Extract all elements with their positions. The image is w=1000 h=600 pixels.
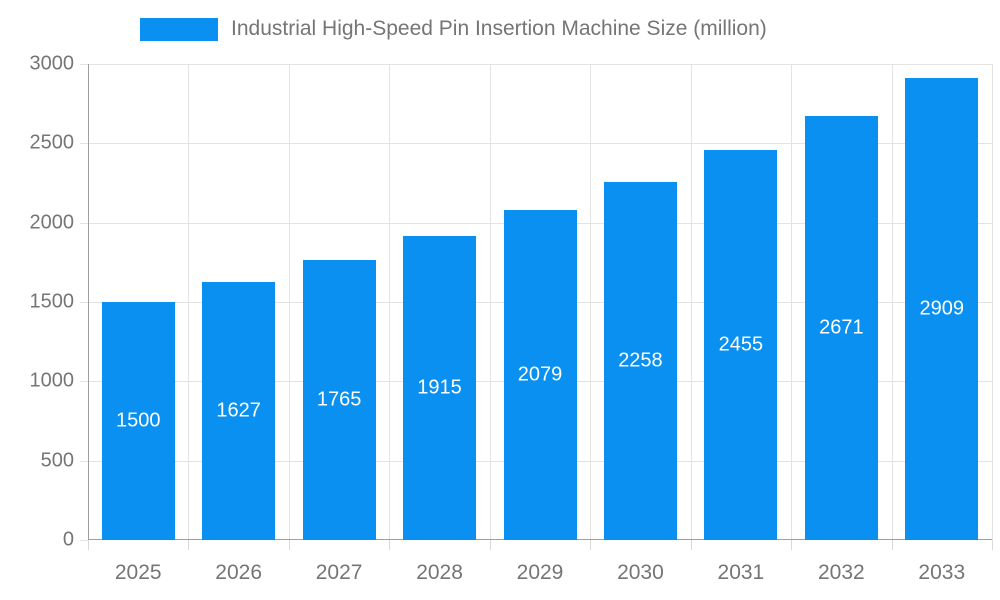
plot-area: 0 500 1000 1500 2000 2500 3000 1500 2025 1627 2026…	[30, 53, 993, 584]
x-tick-label: 2030	[617, 561, 664, 584]
y-tick-label: 1000	[29, 369, 75, 392]
gridline-vertical	[188, 64, 190, 540]
gridline-vertical	[992, 64, 993, 540]
y-axis-tick	[80, 302, 88, 303]
y-tick-label: 2000	[29, 211, 75, 234]
bar	[704, 150, 778, 540]
bar-value-label: 2909	[919, 297, 965, 320]
y-axis-tick	[80, 143, 88, 145]
y-tick-label: 1500	[29, 290, 75, 313]
x-tick-label: 2031	[717, 561, 765, 584]
gridline-vertical	[891, 64, 893, 540]
gridline-vertical	[791, 64, 793, 540]
gridline-vertical	[288, 64, 290, 540]
x-tick-label: 2032	[817, 561, 865, 584]
x-axis-tick	[791, 540, 793, 550]
bar-value-label: 1915	[417, 376, 462, 399]
y-tick-label: 500	[40, 449, 74, 472]
x-axis-tick	[188, 540, 190, 550]
bar	[603, 181, 677, 540]
x-tick-label: 2028	[416, 561, 463, 584]
bar	[905, 78, 979, 540]
bar-value-label: 1765	[316, 388, 362, 411]
bar	[202, 281, 276, 540]
gridline-horizontal	[88, 64, 992, 65]
x-axis-tick	[489, 540, 491, 550]
x-axis-tick	[891, 540, 893, 550]
y-tick-label: 2500	[29, 131, 75, 154]
legend: Industrial High-Speed Pin Insertion Mach…	[140, 17, 767, 41]
y-axis-tick	[80, 381, 88, 383]
x-axis-tick	[88, 540, 89, 550]
gridline-horizontal	[88, 143, 992, 145]
y-axis-tick	[80, 540, 88, 541]
bar-value-label: 2671	[819, 316, 864, 339]
gridline-vertical	[489, 64, 491, 540]
x-axis-tick	[590, 540, 592, 550]
y-tick-label: 0	[62, 528, 74, 551]
bar-value-label: 2258	[618, 349, 663, 372]
gridline-vertical	[690, 64, 692, 540]
y-tick-label: 3000	[29, 52, 75, 75]
y-axis-line	[88, 64, 89, 540]
x-tick-label: 2026	[215, 561, 263, 584]
x-axis-tick	[389, 540, 391, 550]
x-axis-tick	[690, 540, 692, 550]
x-tick-label: 2033	[918, 561, 966, 584]
bar	[302, 259, 376, 540]
bar	[804, 116, 878, 540]
bar	[403, 236, 477, 540]
bar	[101, 302, 175, 540]
legend-label: Industrial High-Speed Pin Insertion Mach…	[231, 17, 767, 40]
x-axis-tick	[288, 540, 290, 550]
x-tick-label: 2027	[315, 561, 363, 584]
x-axis-tick	[992, 540, 993, 550]
bar-value-label: 1500	[115, 409, 161, 432]
x-tick-label: 2029	[516, 561, 564, 584]
x-tick-label: 2025	[114, 561, 162, 584]
y-axis-tick	[80, 460, 88, 462]
bar-value-label: 2079	[517, 363, 563, 386]
y-axis-tick	[80, 222, 88, 224]
bar-value-label: 1627	[216, 399, 261, 422]
bar-value-label: 2455	[718, 333, 764, 356]
legend-swatch	[140, 17, 218, 41]
y-axis-tick	[80, 64, 88, 65]
gridline-vertical	[389, 64, 391, 540]
bar	[503, 210, 577, 540]
gridline-vertical	[590, 64, 592, 540]
